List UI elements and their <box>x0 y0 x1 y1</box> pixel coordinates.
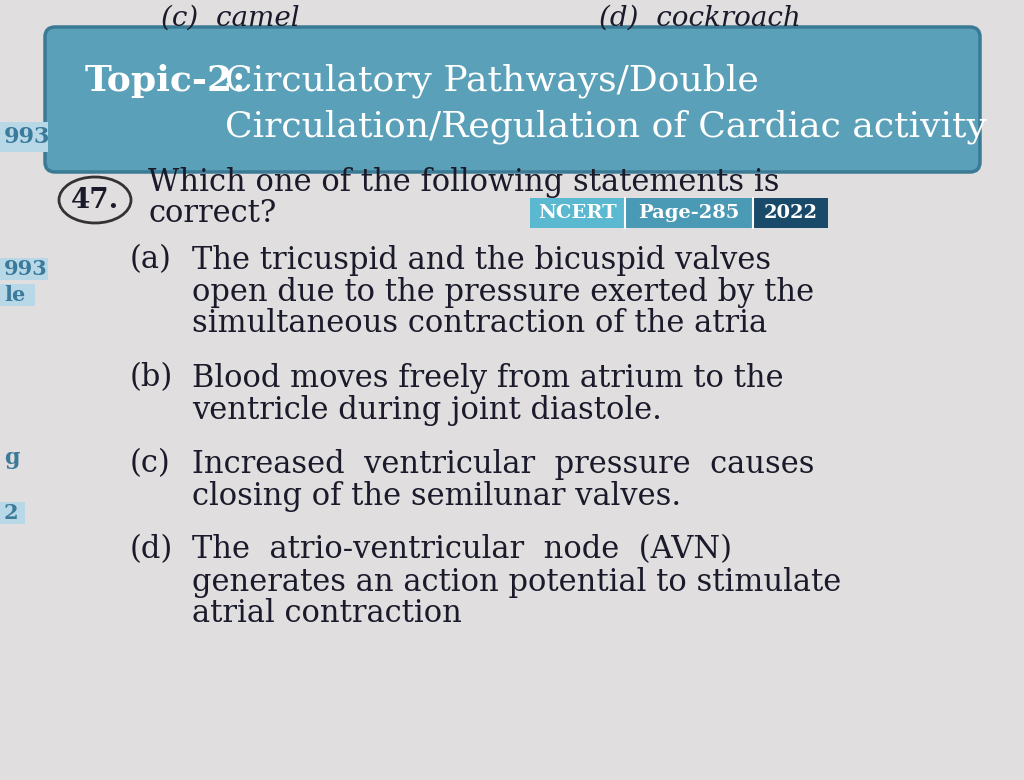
Text: The tricuspid and the bicuspid valves: The tricuspid and the bicuspid valves <box>193 244 771 275</box>
Text: NCERT: NCERT <box>539 204 616 222</box>
FancyBboxPatch shape <box>0 258 48 280</box>
Text: ventricle during joint diastole.: ventricle during joint diastole. <box>193 395 662 426</box>
FancyBboxPatch shape <box>753 198 828 228</box>
FancyBboxPatch shape <box>45 27 980 172</box>
Text: generates an action potential to stimulate: generates an action potential to stimula… <box>193 566 842 597</box>
Text: Topic-2:: Topic-2: <box>85 64 247 98</box>
FancyBboxPatch shape <box>0 284 35 306</box>
FancyBboxPatch shape <box>530 198 625 228</box>
Text: (a): (a) <box>130 244 172 275</box>
Text: 47.: 47. <box>71 186 119 214</box>
Text: le: le <box>4 285 26 305</box>
Text: (c): (c) <box>130 448 171 480</box>
Text: (c)  camel: (c) camel <box>161 5 299 31</box>
Text: Blood moves freely from atrium to the: Blood moves freely from atrium to the <box>193 363 783 393</box>
Text: simultaneous contraction of the atria: simultaneous contraction of the atria <box>193 309 767 339</box>
Text: correct?: correct? <box>148 198 276 229</box>
FancyBboxPatch shape <box>0 502 25 524</box>
Text: 993: 993 <box>4 126 50 148</box>
Text: 2: 2 <box>4 503 18 523</box>
Text: (b): (b) <box>130 363 173 393</box>
Text: Circulatory Pathways/Double: Circulatory Pathways/Double <box>225 63 759 98</box>
FancyBboxPatch shape <box>0 122 48 152</box>
Text: 993: 993 <box>4 259 48 279</box>
Text: atrial contraction: atrial contraction <box>193 598 462 629</box>
Text: 2022: 2022 <box>764 204 817 222</box>
Text: The  atrio-ventricular  node  (AVN): The atrio-ventricular node (AVN) <box>193 534 732 566</box>
Text: closing of the semilunar valves.: closing of the semilunar valves. <box>193 480 681 512</box>
Text: Page-285: Page-285 <box>638 204 739 222</box>
Text: g: g <box>4 447 19 469</box>
Text: Circulation/Regulation of Cardiac activity: Circulation/Regulation of Cardiac activi… <box>225 110 987 144</box>
Text: Which one of the following statements is: Which one of the following statements is <box>148 166 779 197</box>
FancyBboxPatch shape <box>625 198 753 228</box>
Text: Increased  ventricular  pressure  causes: Increased ventricular pressure causes <box>193 448 814 480</box>
Text: open due to the pressure exerted by the: open due to the pressure exerted by the <box>193 276 814 307</box>
Ellipse shape <box>59 177 131 223</box>
Text: (d)  cockroach: (d) cockroach <box>599 5 801 31</box>
Text: (d): (d) <box>130 534 173 566</box>
